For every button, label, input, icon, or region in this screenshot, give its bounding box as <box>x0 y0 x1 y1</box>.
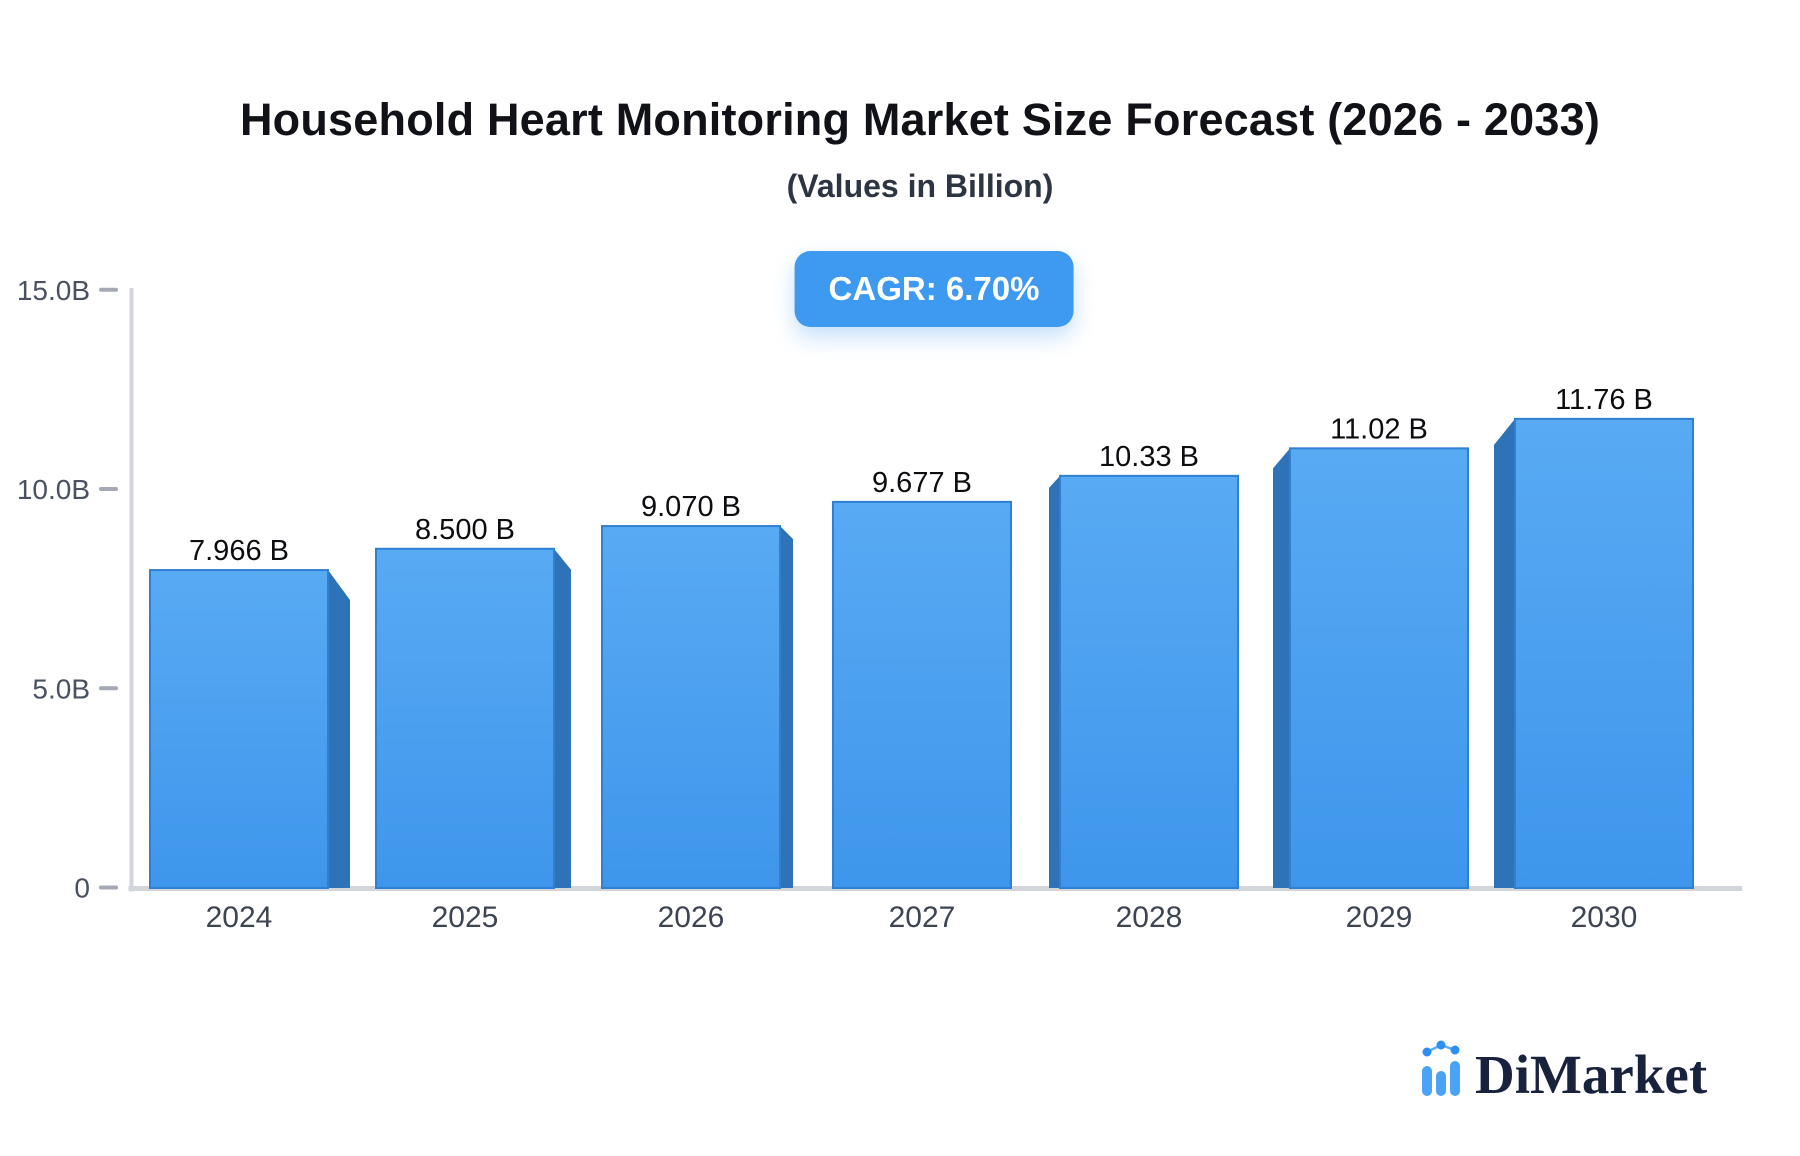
y-tick-label: 15.0B <box>17 275 90 306</box>
bar-side-face <box>1494 418 1515 888</box>
y-tick-label: 5.0B <box>32 673 90 704</box>
bar-side-face <box>1049 475 1060 888</box>
bar-value-label: 11.76 B <box>1555 384 1653 416</box>
x-tick-label: 2025 <box>432 901 499 934</box>
y-tick <box>99 885 118 890</box>
x-tick-label: 2027 <box>889 901 956 934</box>
chart-title: Household Heart Monitoring Market Size F… <box>239 94 1601 145</box>
logo-bar-chart-icon <box>1422 1040 1460 1096</box>
bar-side-face <box>328 570 350 888</box>
bar-2024 <box>149 569 329 889</box>
bar-value-label: 9.677 B <box>872 467 972 499</box>
y-tick-label: 10.0B <box>17 474 90 505</box>
chart-subtitle: (Values in Billion) <box>786 168 1054 204</box>
x-tick-label: 2026 <box>658 901 725 934</box>
y-tick <box>99 287 118 292</box>
x-tick-label: 2030 <box>1571 901 1638 934</box>
bar-value-label: 11.02 B <box>1330 413 1428 445</box>
x-tick-label: 2029 <box>1346 901 1413 934</box>
y-tick <box>99 487 118 491</box>
bar-2028 <box>1059 474 1239 889</box>
logo: DiMarket <box>1422 1038 1708 1105</box>
bar-value-label: 10.33 B <box>1099 441 1199 473</box>
bar-value-label: 7.966 B <box>189 535 289 567</box>
bar-side-face <box>780 526 793 888</box>
bar-side-face <box>1273 448 1290 888</box>
bar-2030 <box>1514 417 1694 889</box>
bar-2027 <box>832 500 1012 889</box>
logo-text: DiMarket <box>1475 1043 1708 1105</box>
x-tick-label: 2024 <box>206 901 273 934</box>
bar-side-face <box>554 548 571 888</box>
x-tick-label: 2028 <box>1116 901 1183 934</box>
bar-2029 <box>1289 447 1469 889</box>
bar-value-label: 9.070 B <box>641 491 741 523</box>
bar-value-label: 8.500 B <box>415 514 515 546</box>
y-tick-label: 0 <box>74 873 90 904</box>
cagr-badge: CAGR: 6.70% <box>794 251 1074 327</box>
bar-2026 <box>601 525 781 889</box>
bar-2025 <box>375 547 555 890</box>
y-axis-line <box>129 288 134 892</box>
y-tick <box>99 686 118 691</box>
